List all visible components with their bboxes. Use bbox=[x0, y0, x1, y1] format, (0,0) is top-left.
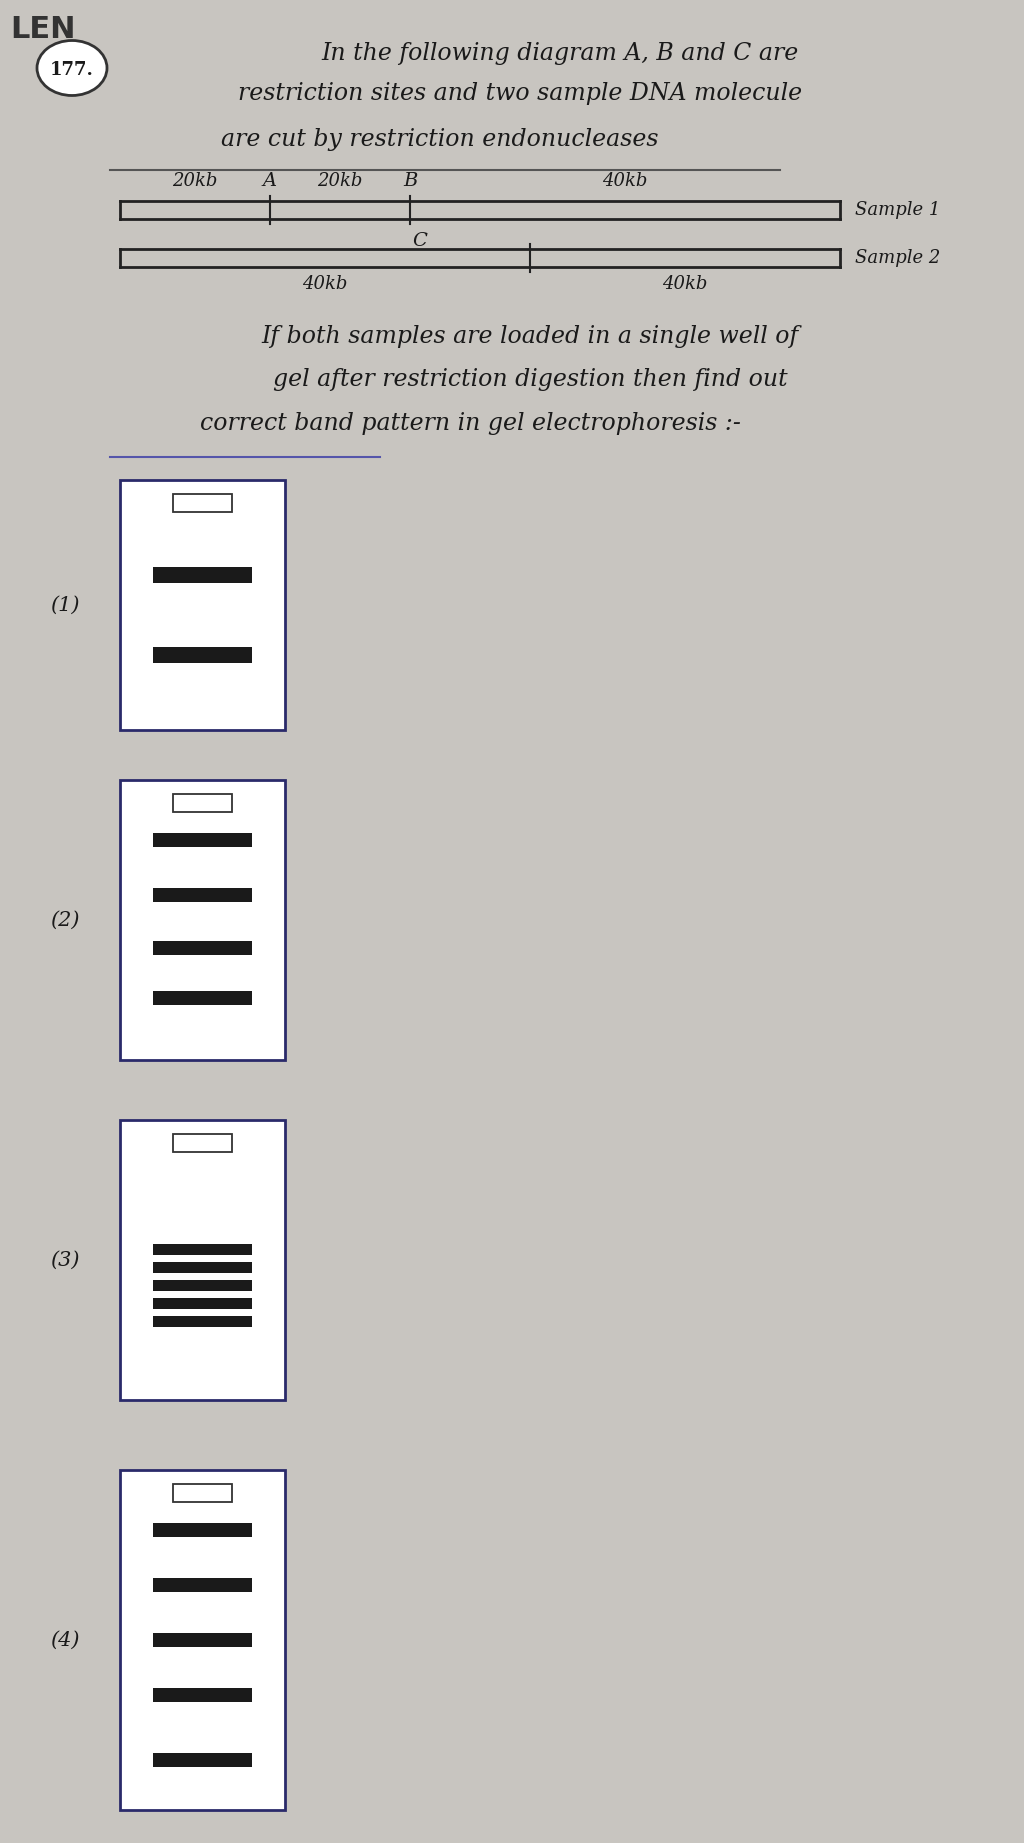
Text: Sample 1: Sample 1 bbox=[855, 201, 940, 219]
Text: A: A bbox=[263, 171, 278, 190]
Bar bbox=[153, 1244, 252, 1255]
Text: Sample 2: Sample 2 bbox=[855, 249, 940, 267]
Bar bbox=[120, 479, 285, 730]
Bar bbox=[173, 494, 232, 512]
Text: C: C bbox=[413, 232, 427, 251]
Bar bbox=[153, 568, 252, 582]
Bar bbox=[153, 888, 252, 901]
Text: If both samples are loaded in a single well of: If both samples are loaded in a single w… bbox=[261, 324, 799, 348]
Text: correct band pattern in gel electrophoresis :-: correct band pattern in gel electrophore… bbox=[200, 413, 740, 435]
Text: 20kb: 20kb bbox=[172, 171, 218, 190]
Bar bbox=[173, 1484, 232, 1502]
Text: (3): (3) bbox=[50, 1251, 80, 1270]
Text: (4): (4) bbox=[50, 1631, 80, 1649]
Bar bbox=[173, 794, 232, 813]
Text: gel after restriction digestion then find out: gel after restriction digestion then fin… bbox=[272, 369, 787, 391]
Bar bbox=[153, 1316, 252, 1327]
Bar bbox=[153, 1522, 252, 1537]
Bar bbox=[153, 833, 252, 848]
Text: are cut by restriction endonucleases: are cut by restriction endonucleases bbox=[221, 127, 658, 151]
Bar bbox=[153, 1261, 252, 1272]
Text: In the following diagram A, B and C are: In the following diagram A, B and C are bbox=[322, 42, 799, 65]
Bar bbox=[153, 1578, 252, 1592]
Bar bbox=[153, 1753, 252, 1767]
Text: 20kb: 20kb bbox=[317, 171, 362, 190]
Text: restriction sites and two sample DNA molecule: restriction sites and two sample DNA mol… bbox=[238, 81, 802, 105]
Ellipse shape bbox=[37, 41, 106, 96]
Bar bbox=[173, 1133, 232, 1152]
Text: B: B bbox=[402, 171, 417, 190]
Text: 40kb: 40kb bbox=[302, 275, 348, 293]
Bar bbox=[153, 647, 252, 663]
Bar bbox=[153, 1633, 252, 1648]
Bar bbox=[153, 1279, 252, 1290]
Text: 177.: 177. bbox=[50, 61, 94, 79]
Text: LEN: LEN bbox=[10, 15, 76, 44]
Bar bbox=[153, 1688, 252, 1701]
Text: (2): (2) bbox=[50, 910, 80, 929]
Bar bbox=[120, 1121, 285, 1401]
Bar bbox=[153, 942, 252, 955]
Bar bbox=[120, 780, 285, 1060]
Bar bbox=[153, 1297, 252, 1309]
Bar bbox=[153, 992, 252, 1004]
Text: (1): (1) bbox=[50, 595, 80, 614]
Bar bbox=[120, 1471, 285, 1810]
Text: 40kb: 40kb bbox=[663, 275, 708, 293]
Text: 40kb: 40kb bbox=[602, 171, 648, 190]
